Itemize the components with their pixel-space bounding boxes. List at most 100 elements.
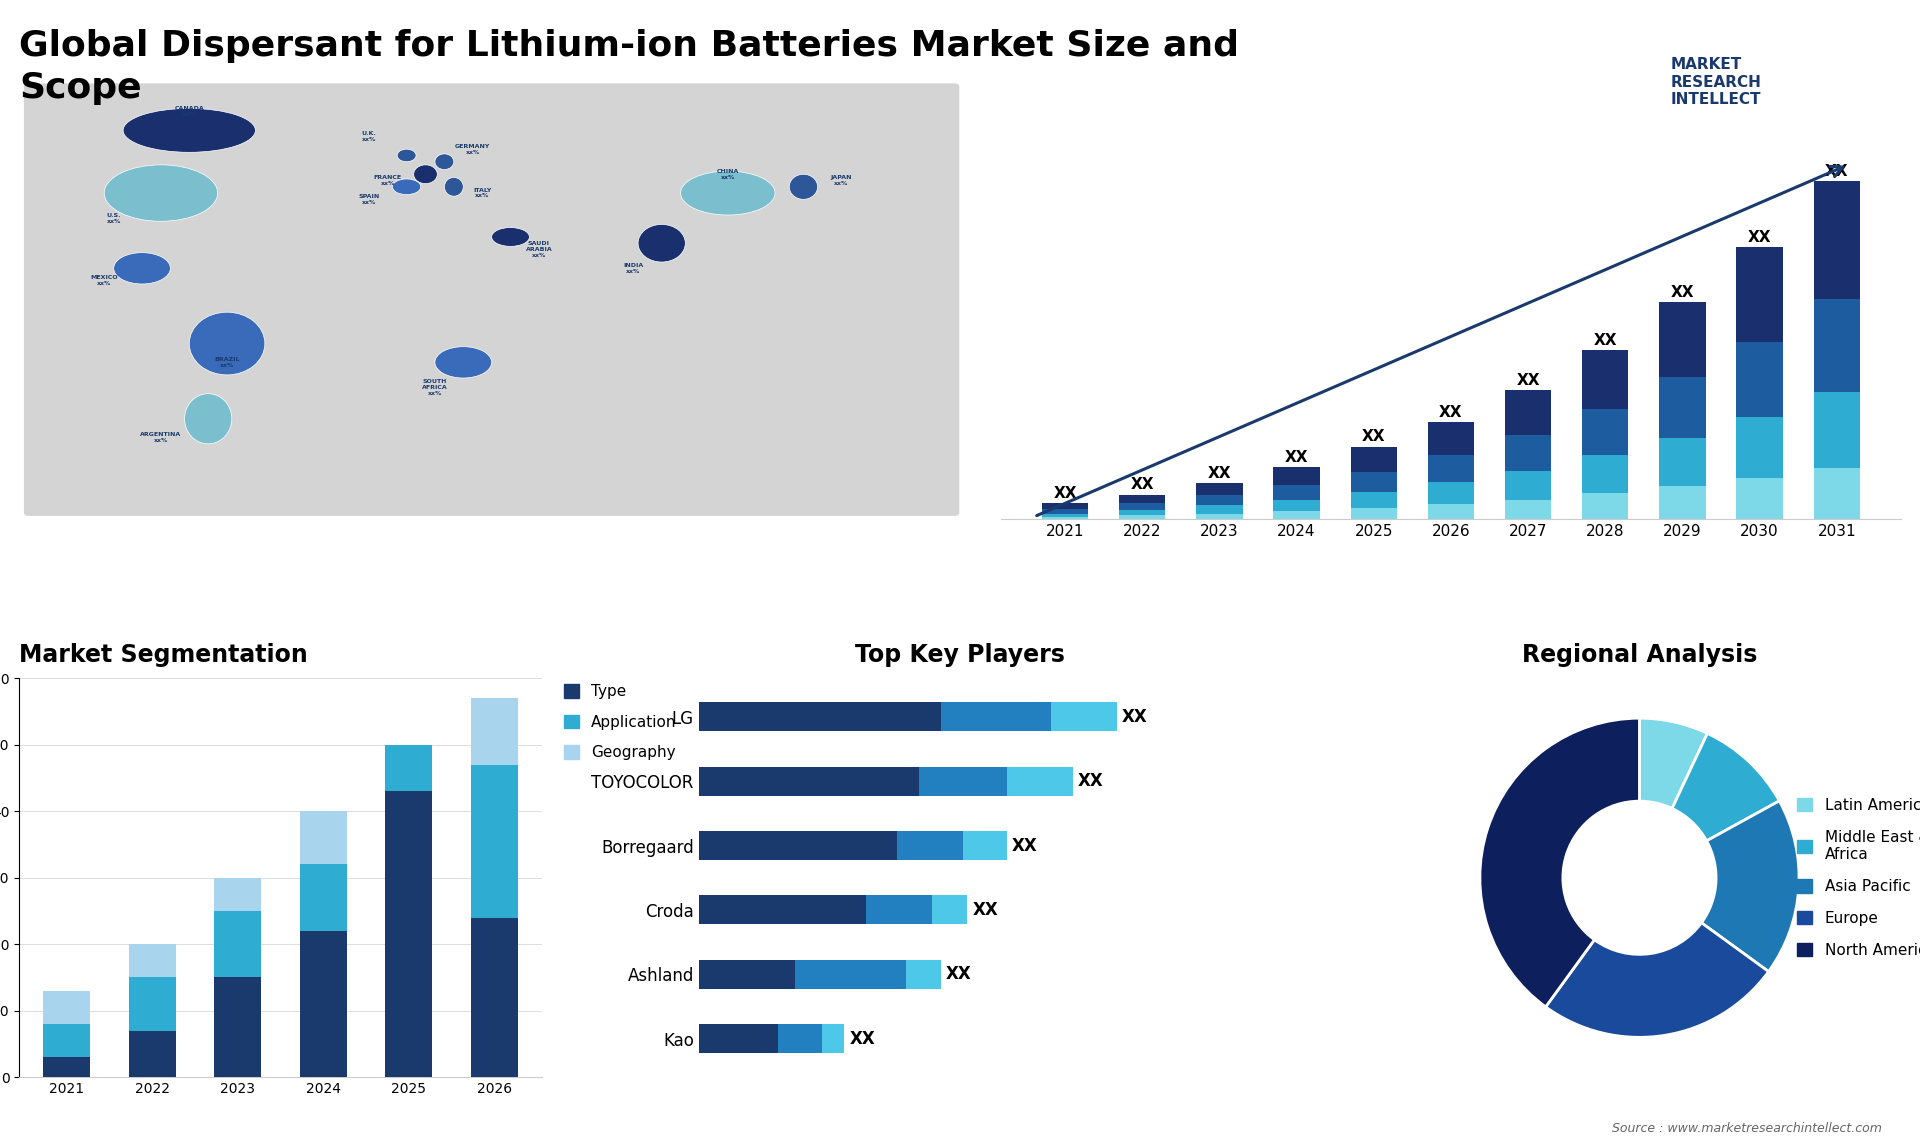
Text: XX: XX	[1077, 772, 1104, 791]
Bar	[1736, 246, 1784, 342]
Bar	[1273, 485, 1319, 500]
Ellipse shape	[680, 171, 776, 215]
Bar	[300, 811, 348, 864]
Title: Regional Analysis: Regional Analysis	[1523, 643, 1757, 667]
Text: SAUDI
ARABIA
xx%: SAUDI ARABIA xx%	[526, 241, 553, 258]
Text: XX: XX	[1747, 229, 1772, 244]
Bar	[300, 864, 348, 931]
Text: XX: XX	[1131, 477, 1154, 493]
Bar	[1350, 447, 1398, 472]
FancyBboxPatch shape	[23, 84, 960, 516]
Bar	[822, 1025, 845, 1053]
Bar	[1350, 492, 1398, 508]
Bar	[699, 831, 897, 860]
Text: XX: XX	[1208, 465, 1231, 480]
Bar	[1582, 494, 1628, 519]
Bar	[1196, 495, 1242, 505]
Bar	[1814, 299, 1860, 392]
Text: CANADA
xx%: CANADA xx%	[175, 107, 204, 117]
Bar	[1273, 468, 1319, 485]
Bar	[699, 895, 866, 925]
Text: U.S.
xx%: U.S. xx%	[106, 213, 121, 223]
Text: GERMANY
xx%: GERMANY xx%	[455, 143, 490, 155]
Wedge shape	[1672, 733, 1780, 841]
Bar	[1428, 455, 1475, 482]
Text: FRANCE
xx%: FRANCE xx%	[374, 175, 401, 186]
Text: JAPAN
xx%: JAPAN xx%	[831, 175, 852, 186]
Bar	[129, 978, 175, 1030]
Text: SOUTH
AFRICA
xx%: SOUTH AFRICA xx%	[422, 379, 447, 395]
Bar	[1505, 434, 1551, 471]
Bar	[1119, 516, 1165, 519]
Ellipse shape	[123, 109, 255, 152]
Text: XX: XX	[1054, 486, 1077, 501]
Bar	[1814, 181, 1860, 299]
Text: XX: XX	[972, 901, 998, 919]
Wedge shape	[1546, 923, 1768, 1037]
Bar	[906, 960, 941, 989]
Bar	[1428, 422, 1475, 455]
Bar	[1119, 510, 1165, 516]
Bar	[1043, 509, 1089, 513]
Bar	[1659, 377, 1705, 438]
Bar	[386, 792, 432, 1077]
Ellipse shape	[392, 179, 420, 195]
Wedge shape	[1640, 719, 1707, 808]
Bar	[42, 991, 90, 1025]
Bar	[941, 702, 1050, 731]
Ellipse shape	[184, 394, 232, 444]
Wedge shape	[1480, 719, 1640, 1007]
Bar	[1196, 513, 1242, 519]
Bar	[470, 698, 518, 764]
Bar	[1006, 767, 1073, 795]
Bar	[897, 831, 962, 860]
Bar	[1273, 500, 1319, 511]
Bar	[1350, 472, 1398, 492]
Bar	[386, 745, 432, 792]
Text: CHINA
xx%: CHINA xx%	[716, 168, 739, 180]
Ellipse shape	[113, 252, 171, 284]
Text: SPAIN
xx%: SPAIN xx%	[359, 194, 380, 205]
Bar	[215, 878, 261, 911]
Ellipse shape	[104, 165, 217, 221]
Text: XX: XX	[1440, 405, 1463, 419]
Legend: Latin America, Middle East &
Africa, Asia Pacific, Europe, North America: Latin America, Middle East & Africa, Asi…	[1791, 792, 1920, 964]
Bar	[699, 702, 941, 731]
Bar	[1043, 513, 1089, 517]
Bar	[931, 895, 968, 925]
Bar	[1814, 392, 1860, 468]
Text: Market Segmentation: Market Segmentation	[19, 643, 307, 667]
Text: MARKET
RESEARCH
INTELLECT: MARKET RESEARCH INTELLECT	[1670, 57, 1761, 107]
Ellipse shape	[789, 174, 818, 199]
Bar	[1505, 500, 1551, 519]
Text: XX: XX	[1826, 164, 1849, 179]
Bar	[866, 895, 931, 925]
Ellipse shape	[436, 347, 492, 378]
Bar	[1659, 486, 1705, 519]
Bar	[1582, 455, 1628, 494]
Bar	[129, 944, 175, 978]
Text: ARGENTINA
xx%: ARGENTINA xx%	[140, 432, 182, 444]
Bar	[300, 931, 348, 1077]
Bar	[699, 1025, 778, 1053]
Bar	[962, 831, 1006, 860]
Bar	[1814, 468, 1860, 519]
Text: XX: XX	[1284, 450, 1308, 465]
Bar	[129, 1030, 175, 1077]
Bar	[795, 960, 906, 989]
Bar	[1043, 517, 1089, 519]
Bar	[1050, 702, 1117, 731]
Bar	[699, 960, 795, 989]
Text: MEXICO
xx%: MEXICO xx%	[90, 275, 117, 286]
Bar	[470, 764, 518, 918]
Bar	[215, 978, 261, 1077]
Bar	[1273, 511, 1319, 519]
Bar	[920, 767, 1006, 795]
Bar	[1428, 482, 1475, 504]
Text: XX: XX	[849, 1029, 876, 1047]
Text: XX: XX	[1012, 837, 1039, 855]
Bar	[1582, 409, 1628, 455]
Text: BRAZIL
xx%: BRAZIL xx%	[215, 356, 240, 368]
Bar	[1196, 505, 1242, 513]
Ellipse shape	[492, 228, 530, 246]
